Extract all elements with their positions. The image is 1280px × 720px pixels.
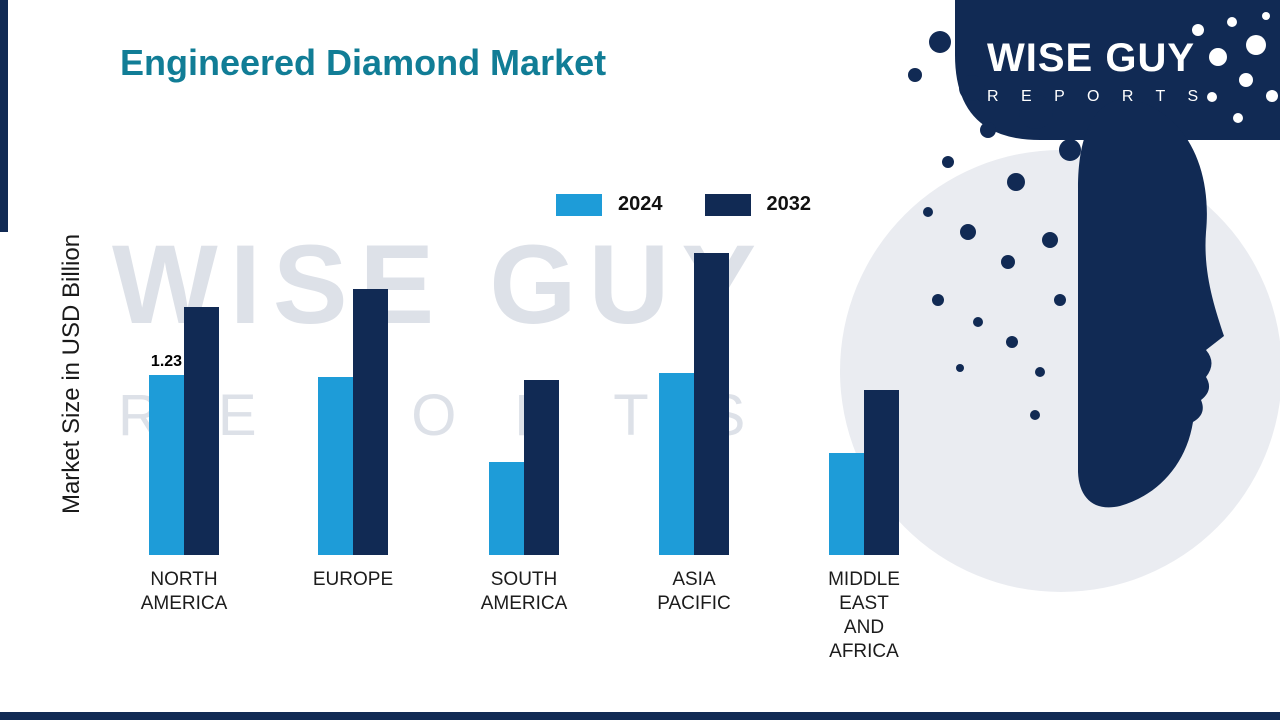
bar-2032-north-america <box>184 306 219 555</box>
legend-label-2032: 2032 <box>766 193 812 215</box>
bar-2024-south-america <box>489 461 524 555</box>
page-title: Engineered Diamond Market <box>120 42 607 83</box>
bubble-dots-white <box>1192 12 1278 123</box>
category-label-south-america: SOUTH AMERICA <box>480 569 568 614</box>
y-axis-label: Market Size in USD Billion <box>58 233 85 515</box>
left-accent-strip <box>0 0 8 232</box>
bar-2032-asia-pacific <box>694 252 729 555</box>
logo-text-secondary: R E P O R T S <box>987 88 1208 105</box>
watermark-text-secondary: REPORTS <box>118 383 804 448</box>
legend-item-2024: 2024 <box>556 193 663 216</box>
legend-swatch-2032 <box>704 193 751 216</box>
category-label-middle-east-and-africa: MIDDLE EAST AND AFRICA <box>828 569 900 662</box>
category-label-asia-pacific: ASIA PACIFIC <box>657 569 731 614</box>
bar-2024-asia-pacific <box>659 372 694 555</box>
bar-2032-south-america <box>524 379 559 555</box>
watermark-text-primary: WISE GUY <box>112 222 769 347</box>
bubble-dots-navy <box>908 31 1081 420</box>
bar-2032-middle-east-and-africa <box>864 390 899 555</box>
category-label-north-america: NORTH AMERICA <box>140 569 228 614</box>
bar-2024-middle-east-and-africa <box>829 452 864 555</box>
legend-item-2032: 2032 <box>704 193 812 216</box>
bar-value-label: 1.23 <box>150 353 183 371</box>
legend-label-2024: 2024 <box>618 193 663 215</box>
category-label-europe: EUROPE <box>312 569 394 590</box>
bar-2032-europe <box>353 289 388 555</box>
bar-2024-north-america <box>149 375 184 555</box>
face-profile-graphic <box>1078 98 1224 508</box>
chart-legend: 2024 2032 <box>556 193 811 216</box>
bottom-accent-strip <box>0 712 1280 720</box>
legend-swatch-2024 <box>556 193 602 216</box>
logo-text-primary: WISE GUY <box>986 36 1196 80</box>
brand-decoration-graphic <box>908 0 1280 508</box>
bar-2024-europe <box>318 376 353 555</box>
